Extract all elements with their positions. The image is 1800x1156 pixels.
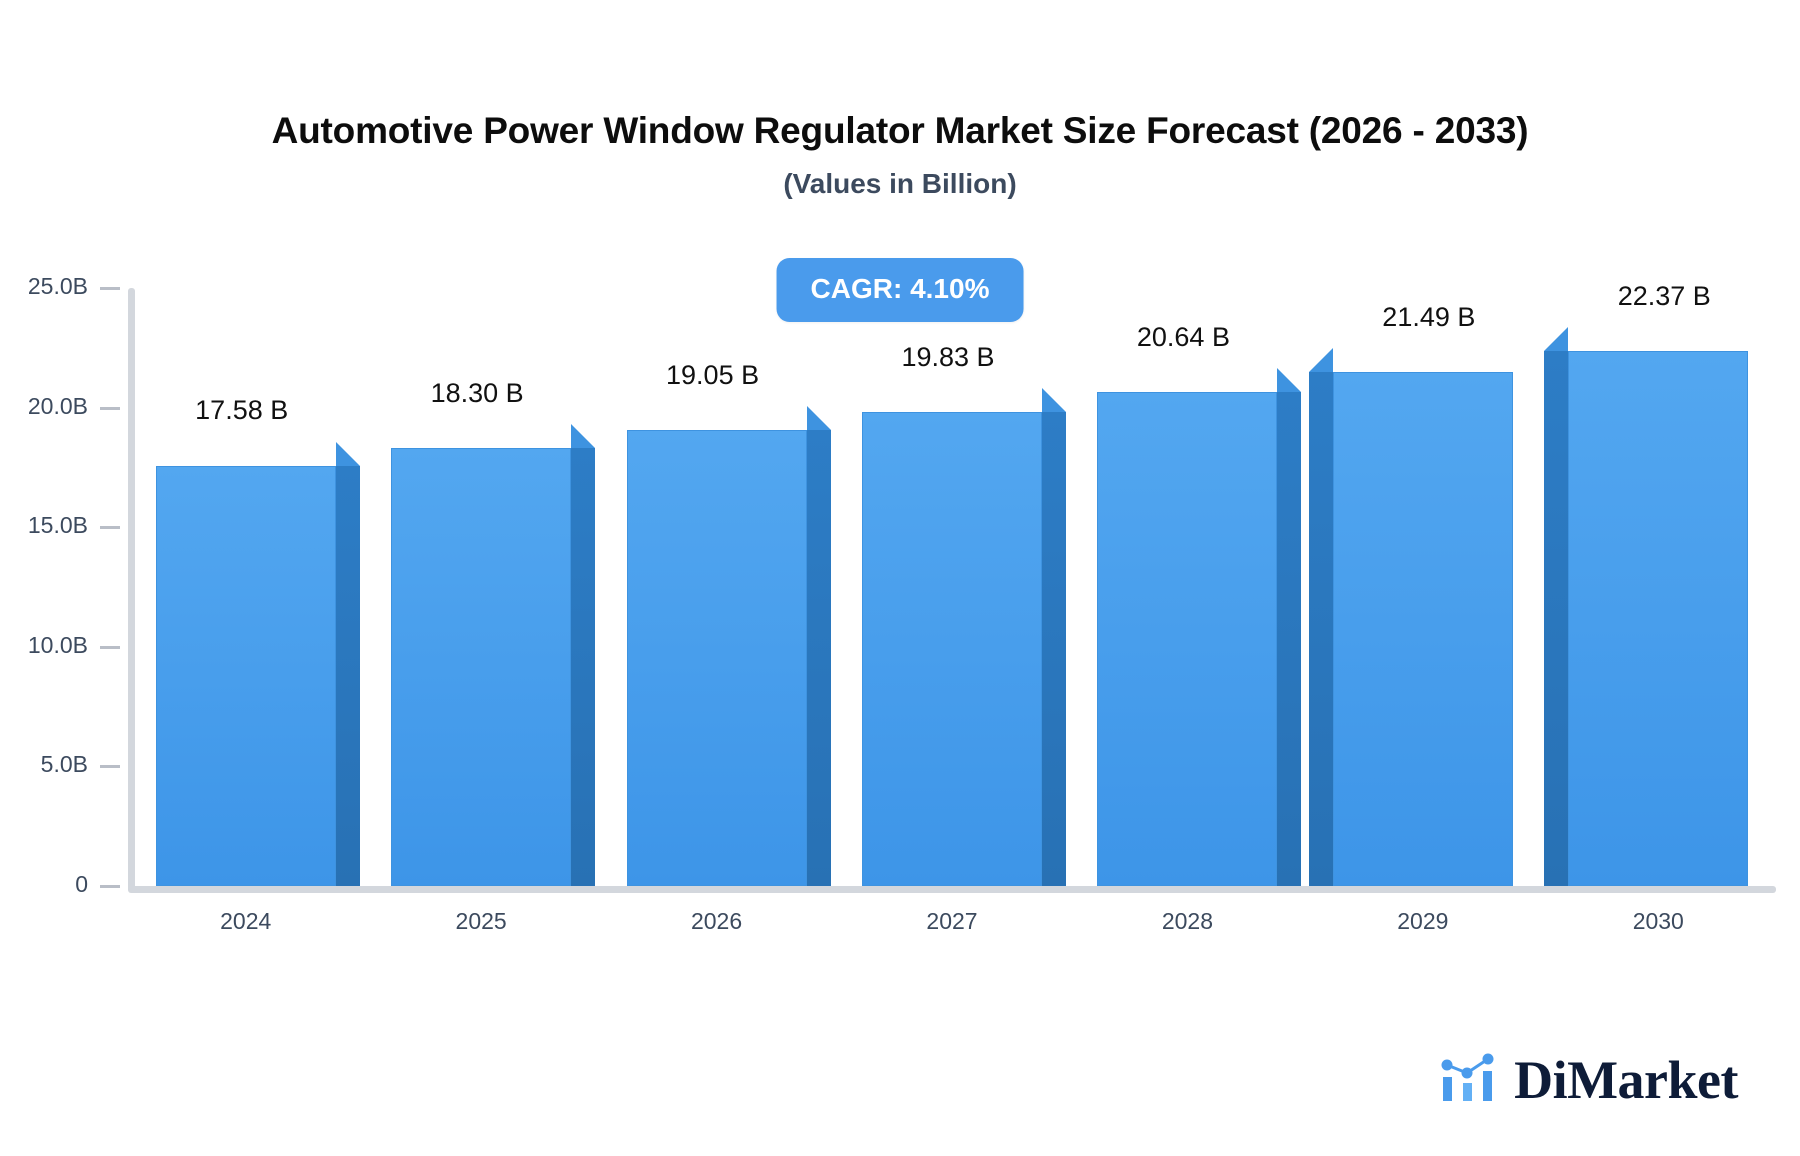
bar-value-label: 18.30 B	[430, 378, 524, 409]
bar-front-face	[1097, 392, 1277, 886]
x-tick-label: 2026	[690, 908, 743, 934]
y-tick-label: 5.0B	[40, 751, 88, 778]
bar-front-face	[156, 465, 336, 886]
bar-front-face	[627, 430, 807, 886]
bar-column[interactable]	[862, 387, 1066, 886]
bar-side-face	[1042, 411, 1066, 886]
x-tick-label: 2027	[926, 908, 978, 934]
bar-top-bevel	[1042, 387, 1066, 412]
chart-title: Automotive Power Window Regulator Market…	[271, 110, 1529, 151]
y-tick-mark	[100, 645, 120, 649]
bar-value-label: 17.58 B	[195, 395, 289, 426]
bar-value-label: 22.37 B	[1617, 280, 1711, 311]
bar-column[interactable]	[1097, 368, 1301, 886]
x-tick-label: 2029	[1397, 908, 1449, 934]
y-tick-mark	[100, 287, 120, 290]
bar-column[interactable]	[391, 424, 595, 886]
bar-side-face	[1309, 371, 1333, 886]
bar-side-face	[336, 465, 360, 886]
bar-column[interactable]	[1309, 347, 1513, 886]
bar-top-bevel	[1309, 347, 1333, 372]
y-tick-label: 10.0B	[27, 631, 88, 658]
bar-front-face	[391, 448, 571, 886]
bar-column[interactable]	[627, 406, 831, 886]
x-axis-line	[128, 886, 1776, 893]
cagr-badge: CAGR: 4.10%	[776, 258, 1024, 322]
y-tick-mark	[100, 765, 120, 769]
bar-chart-trend-icon	[1438, 1051, 1498, 1108]
y-tick-label: 15.0B	[27, 512, 88, 539]
y-tick-label: 20.0B	[27, 392, 88, 419]
bar-value-label: 19.83 B	[901, 341, 995, 372]
bar-value-label: 21.49 B	[1382, 301, 1476, 332]
bar-value-label: 20.64 B	[1136, 322, 1230, 353]
brand-logo: DiMarket	[1438, 1051, 1738, 1108]
x-tick-label: 2025	[455, 908, 507, 934]
bar-top-bevel	[807, 406, 831, 431]
bar-column[interactable]	[156, 441, 360, 886]
bar-value-label: 19.05 B	[666, 360, 760, 391]
bar-front-face	[1568, 350, 1748, 886]
bar-side-face	[571, 448, 595, 886]
bar-side-face	[1544, 350, 1568, 886]
bar-top-bevel	[571, 424, 595, 449]
x-tick-label: 2028	[1161, 908, 1213, 934]
y-tick-label: 0	[75, 871, 88, 897]
bar-top-bevel	[1544, 326, 1568, 351]
chart-subtitle: (Values in Billion)	[783, 168, 1017, 199]
y-tick-mark	[100, 406, 120, 410]
bar-side-face	[1277, 392, 1301, 886]
bar-front-face	[1333, 371, 1513, 886]
x-tick-label: 2030	[1632, 908, 1684, 934]
y-tick-label: 25.0B	[27, 273, 88, 299]
x-tick-label: 2024	[220, 908, 272, 934]
y-tick-mark	[100, 885, 120, 888]
bar-top-bevel	[336, 441, 360, 466]
bar-column[interactable]	[1544, 326, 1748, 886]
bar-front-face	[862, 411, 1042, 886]
y-axis-line	[128, 288, 135, 892]
bar-side-face	[807, 430, 831, 886]
bar-top-bevel	[1277, 368, 1301, 393]
y-tick-mark	[100, 526, 120, 530]
logo-wordmark: DiMarket	[1514, 1049, 1738, 1110]
